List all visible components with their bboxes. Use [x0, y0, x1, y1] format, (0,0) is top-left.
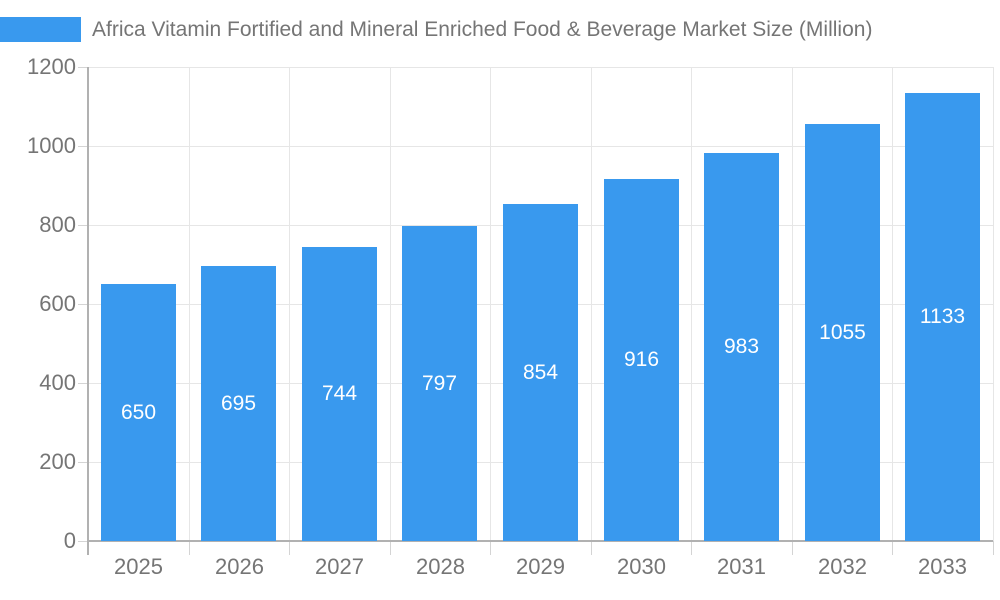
x-axis-category-label: 2032 [818, 554, 867, 579]
bar-2033[interactable]: 1133 [905, 93, 980, 541]
gridline-vertical [390, 67, 391, 541]
y-axis-tick-label: 1000 [27, 133, 76, 158]
legend-swatch[interactable] [0, 17, 81, 42]
gridline-vertical [490, 67, 491, 541]
bar-2031[interactable]: 983 [704, 153, 779, 541]
x-axis-category-label: 2030 [617, 554, 666, 579]
bar-value-label: 797 [421, 371, 458, 395]
gridline-vertical [892, 67, 893, 541]
bar-2030[interactable]: 916 [604, 179, 679, 541]
bar-2026[interactable]: 695 [201, 266, 276, 541]
bar-2028[interactable]: 797 [402, 226, 477, 541]
x-axis-tick [289, 541, 290, 555]
bar-2032[interactable]: 1055 [805, 124, 880, 541]
x-axis-category-label: 2026 [215, 554, 264, 579]
bar-value-label: 1133 [919, 305, 966, 328]
x-axis-tick [892, 541, 893, 555]
x-axis-category-label: 2025 [114, 554, 163, 579]
y-axis-tick-label: 200 [39, 449, 76, 474]
y-axis-tick [78, 541, 88, 542]
y-axis-line [87, 67, 89, 555]
y-axis-tick-label: 800 [39, 212, 76, 237]
x-axis-category-label: 2028 [416, 554, 465, 579]
gridline-horizontal [88, 146, 993, 147]
gridline-horizontal [88, 67, 993, 68]
y-axis-tick [78, 462, 88, 463]
x-axis-line [88, 540, 993, 542]
y-axis-tick [78, 67, 88, 68]
x-axis-category-label: 2033 [918, 554, 967, 579]
bar-value-label: 744 [321, 382, 358, 405]
bar-2029[interactable]: 854 [503, 204, 578, 541]
x-axis-category-label: 2031 [717, 554, 766, 579]
y-axis-tick-label: 1200 [27, 54, 76, 79]
chart-title: Africa Vitamin Fortified and Mineral Enr… [92, 17, 873, 41]
y-axis-tick [78, 146, 88, 147]
x-axis-tick [390, 541, 391, 555]
gridline-vertical [792, 67, 793, 541]
x-axis-category-label: 2027 [315, 554, 364, 579]
bar-value-label: 983 [723, 335, 760, 358]
x-axis-tick [792, 541, 793, 555]
x-axis-tick [993, 541, 994, 555]
x-axis-category-label: 2029 [516, 554, 565, 579]
y-axis-tick [78, 383, 88, 384]
y-axis-tick [78, 304, 88, 305]
bar-value-label: 695 [220, 391, 257, 415]
x-axis-tick [490, 541, 491, 555]
gridline-vertical [289, 67, 290, 541]
y-axis-tick-label: 400 [39, 370, 76, 395]
gridline-vertical [993, 67, 994, 541]
x-axis-tick [189, 541, 190, 555]
legend-item[interactable]: Africa Vitamin Fortified and Mineral Enr… [0, 17, 872, 42]
bar-value-label: 916 [623, 348, 660, 371]
y-axis-tick-label: 0 [63, 528, 76, 553]
bar-2025[interactable]: 650 [101, 284, 176, 541]
gridline-vertical [591, 67, 592, 541]
gridline-vertical [691, 67, 692, 541]
y-axis-tick [78, 225, 88, 226]
bar-2027[interactable]: 744 [302, 247, 377, 541]
bar-value-label: 650 [120, 400, 157, 424]
bar-value-label: 854 [522, 360, 559, 384]
bar-value-label: 1055 [819, 320, 866, 344]
gridline-vertical [189, 67, 190, 541]
x-axis-tick [591, 541, 592, 555]
x-axis-tick [691, 541, 692, 555]
y-axis-tick-label: 600 [39, 291, 76, 316]
